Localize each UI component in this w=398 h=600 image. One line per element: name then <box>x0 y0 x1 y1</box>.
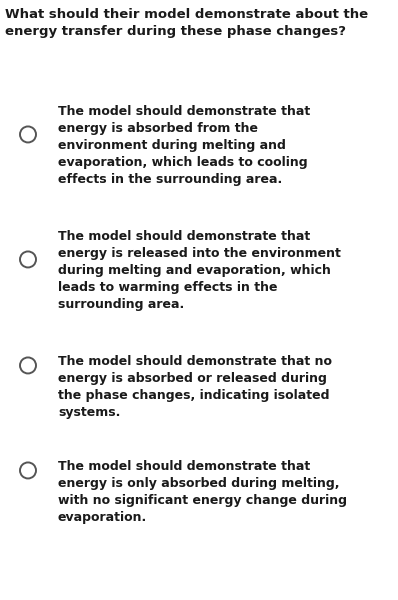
Text: The model should demonstrate that
energy is released into the environment
during: The model should demonstrate that energy… <box>58 230 341 311</box>
Text: The model should demonstrate that
energy is absorbed from the
environment during: The model should demonstrate that energy… <box>58 105 310 186</box>
Text: What should their model demonstrate about the
energy transfer during these phase: What should their model demonstrate abou… <box>5 8 368 37</box>
Text: The model should demonstrate that no
energy is absorbed or released during
the p: The model should demonstrate that no ene… <box>58 355 332 419</box>
Text: The model should demonstrate that
energy is only absorbed during melting,
with n: The model should demonstrate that energy… <box>58 460 347 524</box>
